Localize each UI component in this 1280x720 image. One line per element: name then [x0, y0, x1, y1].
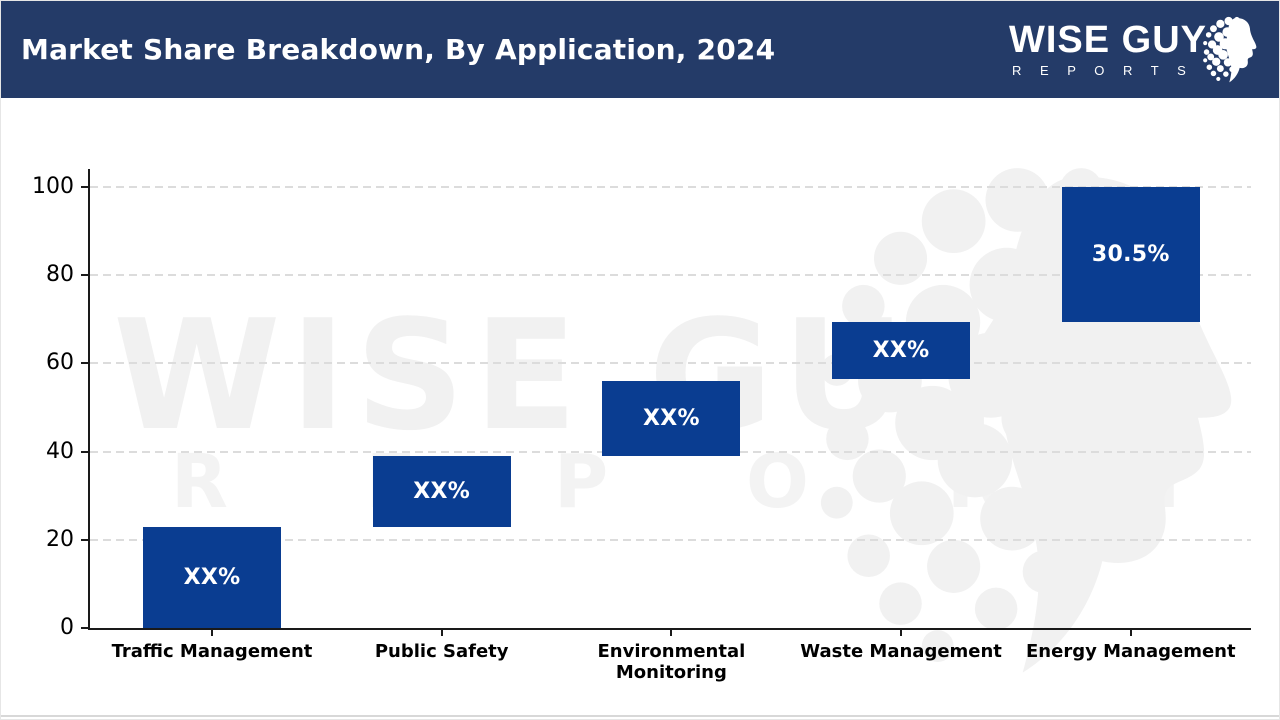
bar-1: XX% [372, 456, 511, 527]
y-tick-40 [81, 450, 90, 453]
x-tick-0 [211, 628, 213, 636]
bar-value-label: XX% [183, 564, 241, 590]
bar-2: XX% [602, 381, 741, 456]
bar-value-label: XX% [872, 337, 930, 363]
bar-4: 30.5% [1061, 187, 1200, 322]
gridline-60 [90, 362, 1251, 365]
x-category-label: Waste Management [800, 641, 1002, 662]
y-tick-20 [81, 538, 90, 541]
y-tick-label-60: 60 [46, 350, 74, 376]
gridline-100 [90, 186, 1251, 188]
header-band: Market Share Breakdown, By Application, … [1, 1, 1279, 98]
y-tick-0 [81, 627, 90, 629]
bar-value-label: XX% [413, 478, 471, 504]
y-tick-label-80: 80 [46, 262, 74, 288]
footer-divider [1, 715, 1279, 717]
x-category-label: Traffic Management [111, 641, 313, 662]
bar-0: XX% [143, 526, 281, 628]
page-title: Market Share Breakdown, By Application, … [21, 33, 776, 66]
y-tick-label-100: 100 [32, 174, 74, 199]
x-category-label: Energy Management [1026, 641, 1236, 662]
logo-wordmark: WISE GUY [1008, 19, 1207, 61]
x-tick-4 [1129, 628, 1132, 636]
x-category-label: Environmental Monitoring [597, 641, 746, 683]
bar-value-label: XX% [642, 406, 700, 432]
y-tick-label-0: 0 [60, 615, 74, 640]
x-tick-1 [440, 628, 443, 636]
x-tick-3 [900, 628, 903, 636]
bar-value-label: 30.5% [1091, 241, 1170, 267]
x-tick-2 [670, 628, 673, 636]
logo-subtitle: R E P O R T S [1011, 63, 1194, 78]
x-axis [88, 628, 1251, 630]
y-tick-60 [81, 362, 90, 365]
y-axis [88, 169, 90, 630]
y-tick-100 [81, 186, 90, 188]
gridline-20 [90, 538, 1251, 541]
x-category-label: Public Safety [374, 641, 509, 662]
y-tick-80 [81, 274, 90, 277]
wise-guy-logo: WISE GUY R E P O R T S [1009, 14, 1261, 86]
bar-3: XX% [832, 321, 971, 379]
gridline-80 [90, 274, 1251, 277]
y-tick-label-40: 40 [46, 438, 74, 464]
y-tick-label-20: 20 [46, 526, 74, 552]
